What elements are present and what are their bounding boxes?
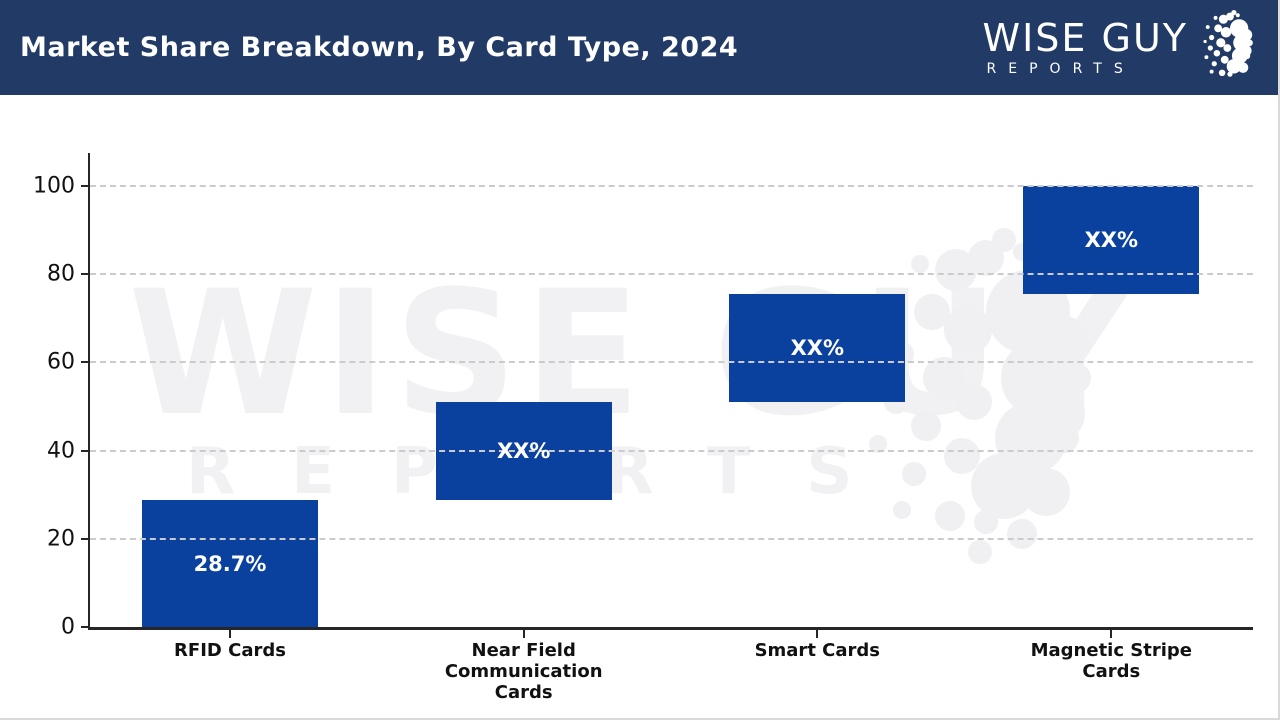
category-label: RFID Cards (174, 640, 286, 661)
header: Market Share Breakdown, By Card Type, 20… (0, 0, 1278, 95)
gridline (90, 185, 1253, 187)
y-tick-mark (81, 273, 88, 276)
y-tick-label: 60 (47, 349, 75, 375)
bar-value-label: 28.7% (193, 551, 267, 576)
x-axis-line (88, 627, 1253, 630)
bar-value-label: XX% (1084, 228, 1139, 253)
gridline (90, 361, 1253, 364)
wiseguy-logo: WISE GUY REPORTS (983, 6, 1264, 90)
y-tick-label: 0 (61, 614, 75, 640)
y-tick-label: 40 (47, 438, 75, 464)
gridline (90, 449, 1253, 452)
y-tick-mark (81, 626, 88, 628)
y-tick-mark (81, 185, 88, 187)
y-axis-line (88, 153, 90, 627)
category-label: Magnetic Stripe Cards (1030, 640, 1192, 683)
bar-value-label: XX% (496, 439, 551, 464)
wiseguy-head-icon (1203, 9, 1253, 77)
category-label: Smart Cards (754, 640, 881, 661)
x-tick-mark (1110, 630, 1113, 638)
y-tick-mark (81, 361, 88, 364)
page-title: Market Share Breakdown, By Card Type, 20… (20, 32, 739, 63)
y-tick-mark (81, 537, 88, 540)
y-tick-mark (81, 449, 88, 452)
y-tick-label: 100 (33, 173, 75, 199)
logo-subtext: REPORTS (986, 61, 1135, 77)
gridline (90, 273, 1253, 276)
x-tick-mark (522, 630, 525, 638)
gridline (90, 537, 1253, 540)
x-tick-mark (816, 630, 819, 638)
bar-value-label: XX% (790, 336, 845, 361)
waterfall-bar (142, 500, 318, 627)
y-tick-label: 80 (47, 261, 75, 287)
y-tick-label: 20 (47, 526, 75, 552)
x-tick-mark (229, 630, 231, 638)
category-label: Near Field Communication Cards (444, 640, 603, 704)
logo-wordmark: WISE GUY (982, 16, 1188, 60)
